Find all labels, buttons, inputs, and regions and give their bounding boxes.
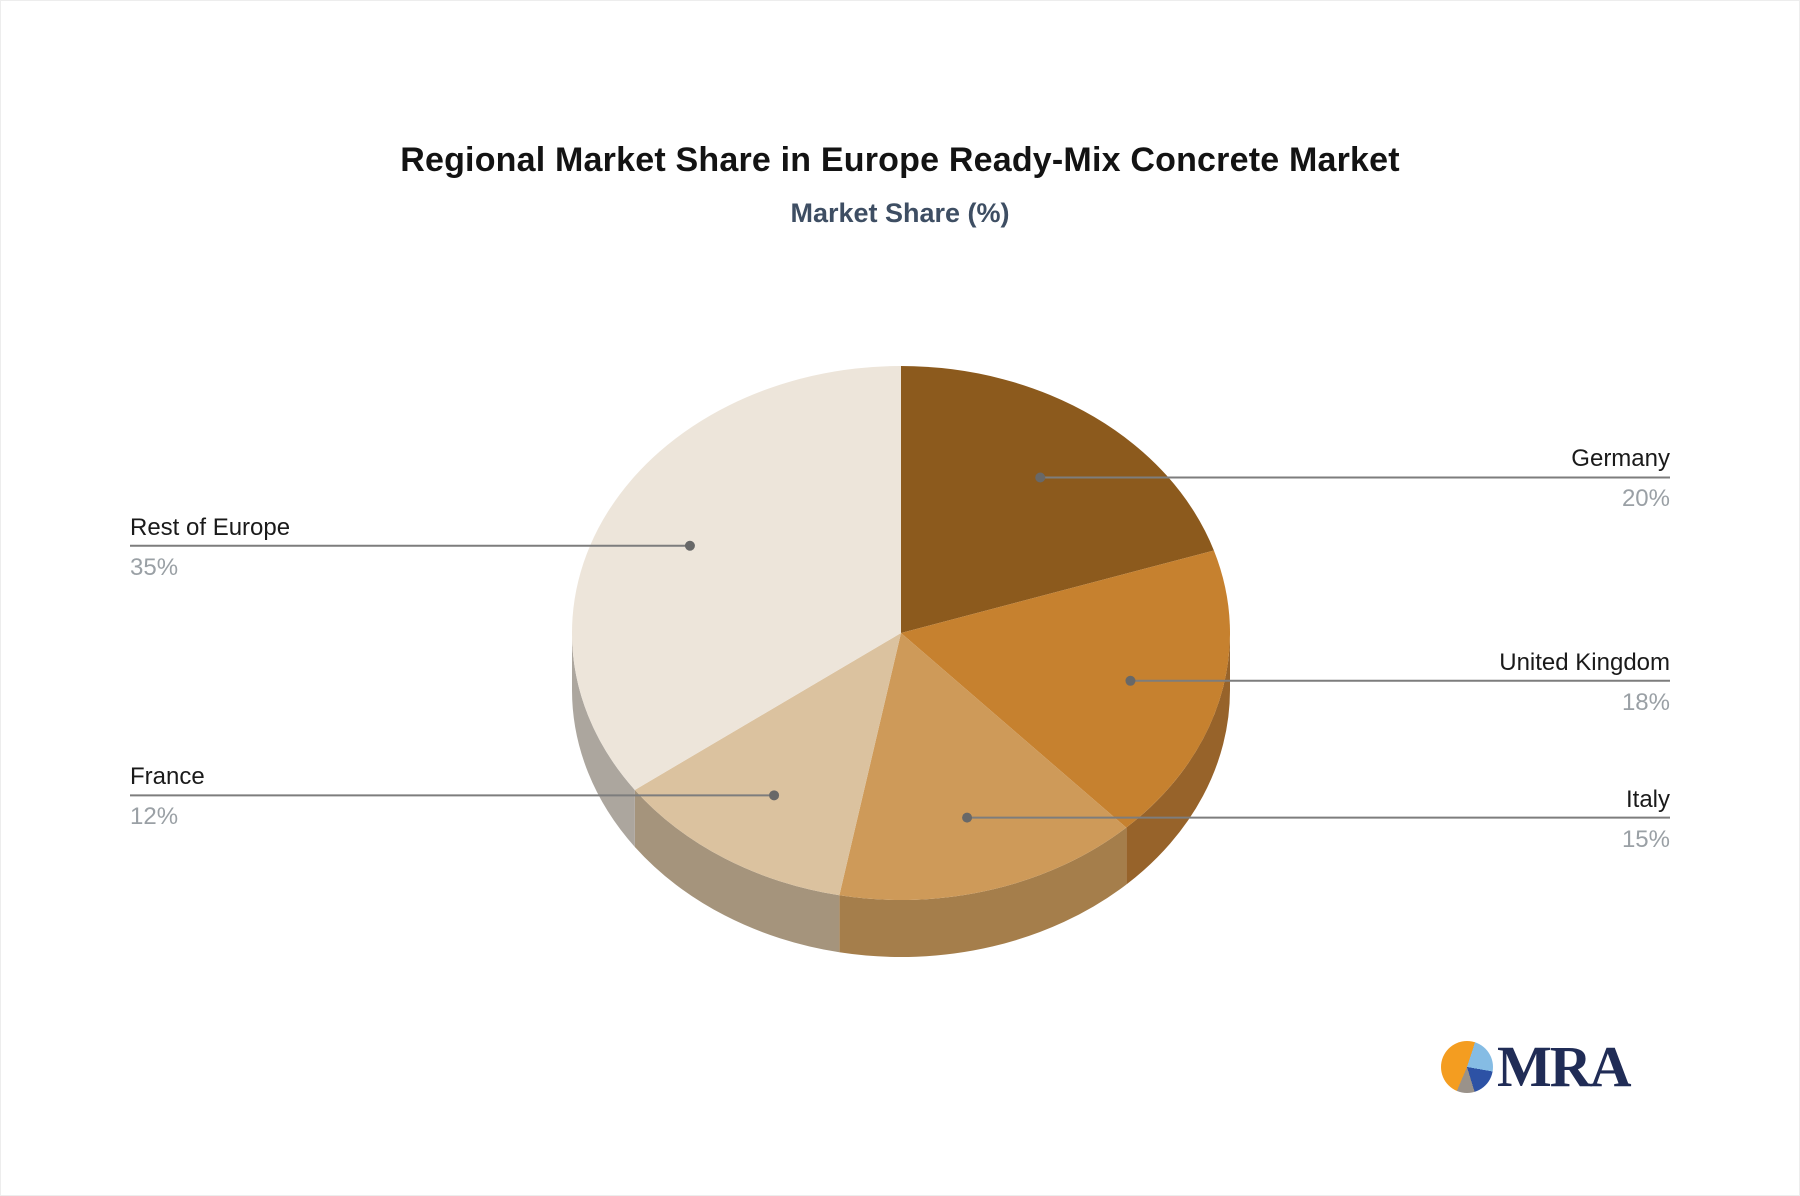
- pie-slice-united-kingdom[interactable]: [901, 550, 1231, 828]
- chart-subtitle: Market Share (%): [790, 198, 1010, 228]
- pie-slice-italy[interactable]: [839, 633, 1127, 900]
- leader-dot-italy: [962, 812, 973, 823]
- brand-logo: MRA: [1441, 1034, 1632, 1099]
- pie-slice-side-italy: [839, 827, 1127, 957]
- leader-dot-rest-of-europe: [684, 540, 695, 551]
- pie-slice-germany[interactable]: [901, 366, 1214, 633]
- pie-slice-side-united-kingdom: [1126, 633, 1230, 885]
- leader-dot-germany: [1035, 472, 1046, 483]
- pie-slice-rest-of-europe[interactable]: [571, 366, 901, 790]
- leader-dot-united-kingdom: [1125, 675, 1136, 686]
- leader-dot-france: [769, 790, 780, 801]
- pie-slice-france[interactable]: [634, 633, 901, 896]
- pie-slice-side-rest-of-europe: [572, 633, 635, 847]
- chart-title: Regional Market Share in Europe Ready-Mi…: [400, 141, 1400, 179]
- pie-slice-side-france: [634, 789, 840, 953]
- logo-text: MRA: [1497, 1034, 1632, 1099]
- logo-pie-icon: [1441, 1041, 1493, 1093]
